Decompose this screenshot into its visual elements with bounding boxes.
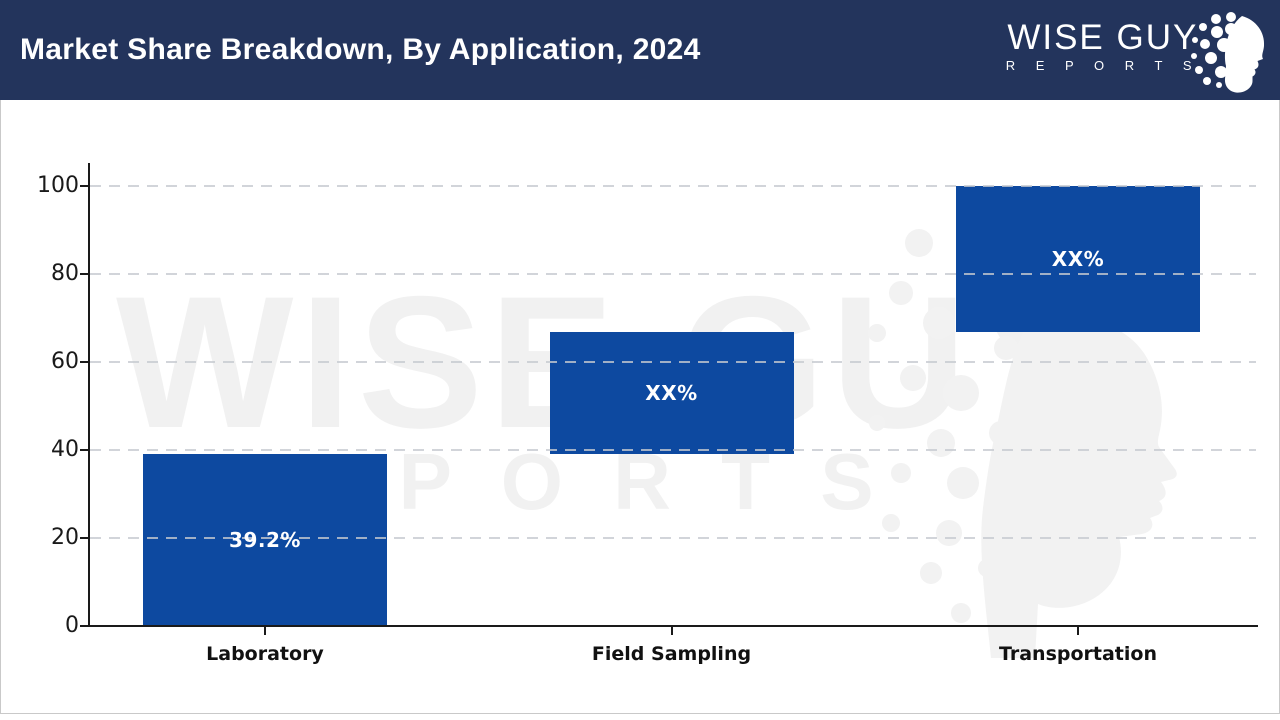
- bar-value-label: XX%: [1051, 247, 1105, 272]
- y-axis-tick: [80, 625, 88, 627]
- y-tick-label: 40: [51, 437, 79, 462]
- y-tick-label: 80: [51, 261, 79, 286]
- y-axis-tick: [80, 361, 88, 363]
- grid-line: [90, 537, 1256, 539]
- x-axis-tick: [1077, 627, 1079, 635]
- brand-name: WISE GUY: [1007, 18, 1199, 57]
- bar-value-label: 39.2%: [229, 527, 301, 552]
- y-axis-tick: [80, 273, 88, 275]
- brand-logo: WISE GUY R E P O R T S: [1006, 8, 1270, 94]
- bar-value-label: XX%: [645, 380, 698, 405]
- y-axis-tick: [80, 449, 88, 451]
- dotted-head-logo-icon: [1191, 12, 1265, 93]
- x-axis-tick: [670, 627, 673, 635]
- grid-line: [90, 185, 1256, 187]
- chart-card: WISE GUY R E P O R T S 02040608010039.2%…: [0, 100, 1280, 714]
- brand-logo-text: WISE GUY R E P O R T S: [1006, 20, 1200, 75]
- x-tick-label: Laboratory: [206, 643, 324, 665]
- y-axis-tick: [80, 537, 88, 539]
- y-tick-label: 100: [37, 173, 79, 198]
- x-tick-label: Transportation: [998, 643, 1157, 665]
- y-axis-tick: [80, 185, 88, 187]
- chart-title: Market Share Breakdown, By Application, …: [20, 33, 701, 66]
- bar: [143, 453, 387, 626]
- y-tick-label: 20: [51, 525, 79, 550]
- brand-subtitle: R E P O R T S: [1005, 58, 1200, 73]
- x-axis-spine: [88, 625, 1258, 627]
- grid-line: [90, 273, 1256, 275]
- x-tick-label: Field Sampling: [591, 643, 752, 665]
- header-bar: Market Share Breakdown, By Application, …: [0, 0, 1280, 100]
- bar: [956, 186, 1200, 333]
- x-axis-tick: [264, 627, 266, 635]
- y-tick-label: 0: [65, 613, 79, 638]
- bar: [549, 332, 794, 454]
- y-tick-label: 60: [51, 349, 79, 374]
- y-axis-spine: [88, 163, 90, 627]
- grid-line: [90, 361, 1256, 363]
- grid-line: [90, 449, 1256, 451]
